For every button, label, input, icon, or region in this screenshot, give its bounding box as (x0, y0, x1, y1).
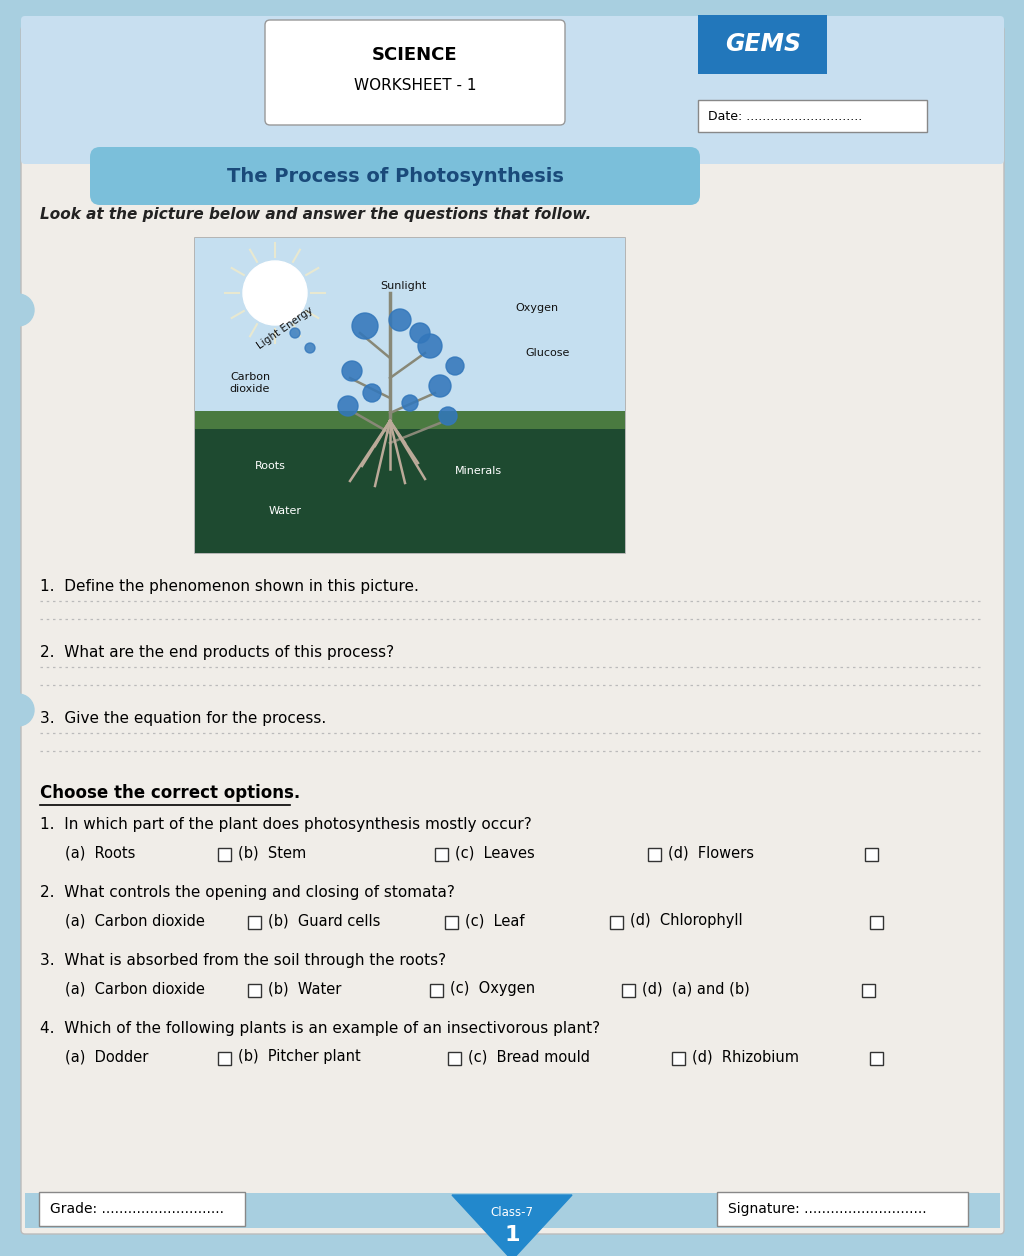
FancyBboxPatch shape (90, 147, 700, 205)
Circle shape (362, 384, 381, 402)
Polygon shape (452, 1194, 572, 1256)
Text: Grade: ............................: Grade: ............................ (50, 1202, 224, 1216)
Text: 1.  In which part of the plant does photosynthesis mostly occur?: 1. In which part of the plant does photo… (40, 818, 531, 833)
FancyBboxPatch shape (698, 15, 827, 74)
Text: 3.  Give the equation for the process.: 3. Give the equation for the process. (40, 711, 327, 726)
Bar (610, 916, 623, 929)
Text: 1: 1 (504, 1225, 520, 1245)
Circle shape (2, 294, 34, 327)
Text: Roots: Roots (255, 461, 286, 471)
Text: Minerals: Minerals (455, 466, 502, 476)
Bar (445, 916, 458, 929)
Circle shape (389, 309, 411, 332)
Bar (435, 848, 449, 862)
Text: (c)  Leaves: (c) Leaves (455, 845, 535, 860)
FancyBboxPatch shape (265, 20, 565, 126)
Text: (a)  Carbon dioxide: (a) Carbon dioxide (65, 981, 205, 996)
Bar (865, 848, 878, 862)
Text: Water: Water (268, 506, 301, 516)
Circle shape (342, 360, 362, 381)
Text: Look at the picture below and answer the questions that follow.: Look at the picture below and answer the… (40, 207, 591, 222)
Text: (b)  Stem: (b) Stem (238, 845, 306, 860)
Text: Class-7: Class-7 (490, 1207, 534, 1220)
Text: 4.  Which of the following plants is an example of an insectivorous plant?: 4. Which of the following plants is an e… (40, 1021, 600, 1036)
Text: Carbon
dioxide: Carbon dioxide (229, 372, 270, 394)
Circle shape (243, 261, 307, 325)
FancyBboxPatch shape (39, 1192, 245, 1226)
FancyBboxPatch shape (22, 16, 1004, 165)
Text: Date: .............................: Date: ............................. (708, 109, 862, 123)
Bar (195, 237, 625, 553)
Bar (622, 983, 635, 997)
Text: (b)  Guard cells: (b) Guard cells (268, 913, 380, 928)
Text: (d)  Rhizobium: (d) Rhizobium (692, 1050, 799, 1065)
Bar (449, 1053, 461, 1065)
Circle shape (305, 343, 315, 353)
Bar (195, 430, 625, 553)
Bar (870, 1053, 883, 1065)
Bar (648, 848, 662, 862)
Text: (b)  Pitcher plant: (b) Pitcher plant (238, 1050, 360, 1065)
Text: (b)  Water: (b) Water (268, 981, 341, 996)
Bar (195, 411, 625, 430)
Text: Sunlight: Sunlight (380, 281, 426, 291)
Text: 2.  What are the end products of this process?: 2. What are the end products of this pro… (40, 646, 394, 661)
Text: (c)  Bread mould: (c) Bread mould (468, 1050, 590, 1065)
Circle shape (402, 394, 418, 411)
Bar (218, 1053, 231, 1065)
Text: Glucose: Glucose (525, 348, 569, 358)
FancyBboxPatch shape (698, 100, 927, 132)
Text: 2.  What controls the opening and closing of stomata?: 2. What controls the opening and closing… (40, 885, 455, 901)
Text: 1.  Define the phenomenon shown in this picture.: 1. Define the phenomenon shown in this p… (40, 579, 419, 594)
Bar (195, 237, 625, 411)
Text: (c)  Leaf: (c) Leaf (465, 913, 524, 928)
Text: (d)  Chlorophyll: (d) Chlorophyll (630, 913, 742, 928)
Text: Choose the correct options.: Choose the correct options. (40, 784, 300, 803)
Text: SCIENCE: SCIENCE (372, 46, 458, 64)
Circle shape (290, 328, 300, 338)
Bar (430, 983, 443, 997)
Circle shape (2, 695, 34, 726)
Text: GEMS: GEMS (725, 31, 801, 57)
FancyBboxPatch shape (22, 26, 1004, 1233)
Bar (870, 916, 883, 929)
FancyBboxPatch shape (717, 1192, 968, 1226)
Text: Oxygen: Oxygen (515, 303, 558, 313)
Bar (248, 916, 261, 929)
Text: WORKSHEET - 1: WORKSHEET - 1 (353, 78, 476, 93)
Circle shape (410, 323, 430, 343)
Circle shape (446, 357, 464, 376)
Text: (a)  Carbon dioxide: (a) Carbon dioxide (65, 913, 205, 928)
Bar (862, 983, 874, 997)
Text: (d)  Flowers: (d) Flowers (668, 845, 754, 860)
Text: Signature: ............................: Signature: ............................ (728, 1202, 927, 1216)
Text: The Process of Photosynthesis: The Process of Photosynthesis (226, 167, 563, 186)
Circle shape (352, 313, 378, 339)
Text: Light Energy: Light Energy (255, 305, 314, 350)
Bar (25, 1193, 1000, 1228)
Circle shape (439, 407, 457, 425)
Circle shape (338, 396, 358, 416)
Text: (a)  Dodder: (a) Dodder (65, 1050, 148, 1065)
Text: (a)  Roots: (a) Roots (65, 845, 135, 860)
Text: (c)  Oxygen: (c) Oxygen (450, 981, 536, 996)
Bar (248, 983, 261, 997)
Circle shape (418, 334, 442, 358)
Circle shape (429, 376, 451, 397)
Text: 3.  What is absorbed from the soil through the roots?: 3. What is absorbed from the soil throug… (40, 953, 446, 968)
Bar (218, 848, 231, 862)
Bar (672, 1053, 685, 1065)
Text: (d)  (a) and (b): (d) (a) and (b) (642, 981, 750, 996)
